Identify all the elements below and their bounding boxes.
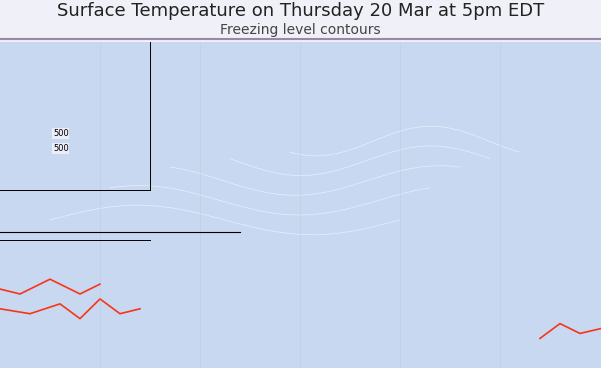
Text: Surface Temperature on Thursday 20 Mar at 5pm EDT: Surface Temperature on Thursday 20 Mar a…	[57, 1, 544, 20]
Text: 500: 500	[53, 129, 69, 138]
Text: Freezing level contours: Freezing level contours	[220, 24, 381, 38]
Text: 500: 500	[53, 144, 69, 153]
